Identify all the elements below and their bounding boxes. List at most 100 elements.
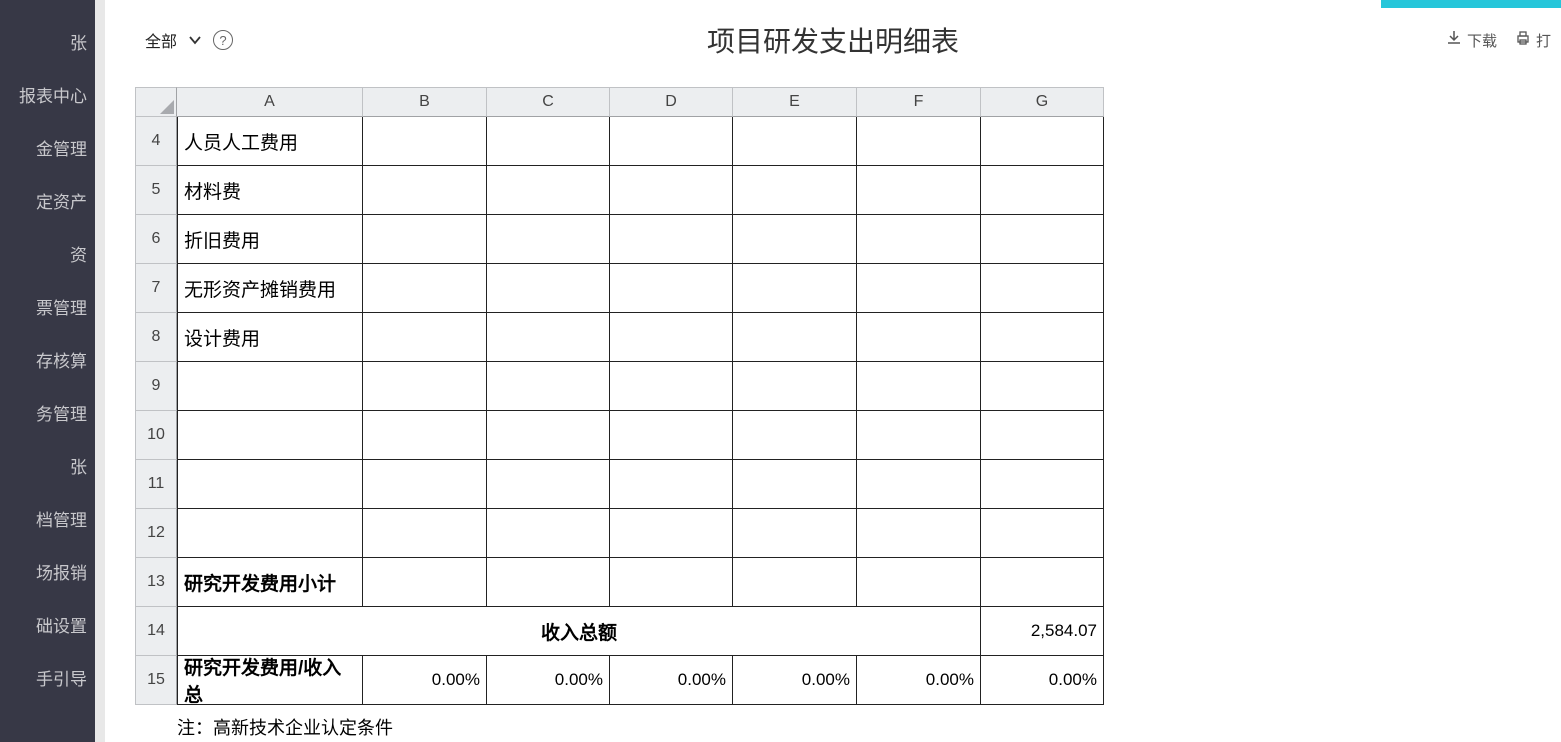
sidebar-item[interactable]: 档管理 [0, 492, 95, 545]
sidebar-item[interactable]: 础设置 [0, 598, 95, 651]
sidebar-item[interactable]: 场报销 [0, 545, 95, 598]
cell[interactable] [363, 460, 487, 509]
cell[interactable] [733, 509, 857, 558]
sidebar-item[interactable]: 报表中心 [0, 68, 95, 121]
cell[interactable] [733, 558, 857, 607]
cell[interactable]: 0.00% [487, 656, 610, 705]
cell[interactable] [610, 313, 733, 362]
cell[interactable]: 研究开发费用小计 [177, 558, 363, 607]
cell[interactable] [610, 166, 733, 215]
cell[interactable] [487, 509, 610, 558]
column-header[interactable]: A [177, 87, 363, 117]
cell[interactable] [733, 117, 857, 166]
row-number[interactable]: 12 [135, 509, 177, 558]
cell[interactable]: 无形资产摊销费用 [177, 264, 363, 313]
cell[interactable] [487, 411, 610, 460]
cell[interactable] [610, 215, 733, 264]
cell[interactable] [610, 362, 733, 411]
row-number[interactable]: 9 [135, 362, 177, 411]
cell[interactable] [733, 460, 857, 509]
cell[interactable] [610, 117, 733, 166]
cell[interactable] [177, 509, 363, 558]
cell[interactable] [487, 264, 610, 313]
cell[interactable] [363, 166, 487, 215]
cell[interactable] [733, 411, 857, 460]
row-number[interactable]: 4 [135, 117, 177, 166]
cell[interactable] [363, 362, 487, 411]
cell[interactable] [733, 362, 857, 411]
cell[interactable] [857, 558, 981, 607]
cell[interactable]: 0.00% [733, 656, 857, 705]
select-all-corner[interactable] [135, 87, 177, 117]
cell[interactable] [610, 264, 733, 313]
cell[interactable] [981, 166, 1104, 215]
cell[interactable] [733, 313, 857, 362]
cell[interactable] [981, 117, 1104, 166]
column-header[interactable]: D [610, 87, 733, 117]
cell[interactable] [363, 313, 487, 362]
sidebar-item[interactable]: 定资产 [0, 174, 95, 227]
cell[interactable] [487, 117, 610, 166]
cell[interactable] [857, 264, 981, 313]
cell[interactable] [981, 362, 1104, 411]
cell[interactable]: 0.00% [610, 656, 733, 705]
cell[interactable] [981, 509, 1104, 558]
row-number[interactable]: 5 [135, 166, 177, 215]
cell[interactable] [177, 460, 363, 509]
cell[interactable] [487, 558, 610, 607]
cell[interactable] [857, 362, 981, 411]
cell[interactable] [487, 460, 610, 509]
cell[interactable] [857, 411, 981, 460]
column-header[interactable]: B [363, 87, 487, 117]
row-number[interactable]: 15 [135, 656, 177, 705]
cell[interactable]: 折旧费用 [177, 215, 363, 264]
cell[interactable] [610, 509, 733, 558]
cell[interactable] [177, 411, 363, 460]
row-number[interactable]: 6 [135, 215, 177, 264]
download-button[interactable]: 下载 [1446, 30, 1497, 51]
cell[interactable] [981, 313, 1104, 362]
cell[interactable] [733, 166, 857, 215]
row-number[interactable]: 14 [135, 607, 177, 656]
cell[interactable] [857, 509, 981, 558]
cell[interactable]: 材料费 [177, 166, 363, 215]
cell[interactable]: 研究开发费用/收入总 [177, 656, 363, 705]
cell[interactable] [487, 362, 610, 411]
cell[interactable] [363, 117, 487, 166]
row-number[interactable]: 8 [135, 313, 177, 362]
sidebar-item[interactable]: 票管理 [0, 280, 95, 333]
cell[interactable]: 0.00% [363, 656, 487, 705]
column-header[interactable]: G [981, 87, 1104, 117]
row-number[interactable]: 11 [135, 460, 177, 509]
cell[interactable]: 设计费用 [177, 313, 363, 362]
column-header[interactable]: C [487, 87, 610, 117]
cell[interactable] [981, 215, 1104, 264]
cell[interactable] [857, 313, 981, 362]
cell[interactable] [363, 264, 487, 313]
cell[interactable] [857, 166, 981, 215]
row-number[interactable]: 10 [135, 411, 177, 460]
cell[interactable] [363, 215, 487, 264]
cell[interactable] [981, 558, 1104, 607]
cell[interactable] [981, 460, 1104, 509]
print-button[interactable]: 打 [1515, 30, 1551, 51]
sidebar-item[interactable]: 存核算 [0, 333, 95, 386]
cell[interactable] [487, 313, 610, 362]
cell[interactable] [857, 460, 981, 509]
cell[interactable] [610, 411, 733, 460]
cell[interactable] [363, 558, 487, 607]
filter-dropdown[interactable]: 全部 ? [145, 28, 233, 52]
row-number[interactable]: 13 [135, 558, 177, 607]
cell[interactable] [610, 460, 733, 509]
cell[interactable] [981, 264, 1104, 313]
column-header[interactable]: F [857, 87, 981, 117]
sidebar-item[interactable]: 张 [0, 439, 95, 492]
sidebar-item[interactable]: 资 [0, 227, 95, 280]
cell[interactable] [857, 117, 981, 166]
cell[interactable]: 2,584.07 [981, 607, 1104, 656]
sidebar-item[interactable]: 金管理 [0, 121, 95, 174]
cell[interactable] [487, 215, 610, 264]
cell[interactable]: 0.00% [857, 656, 981, 705]
cell[interactable] [610, 558, 733, 607]
cell[interactable]: 人员人工费用 [177, 117, 363, 166]
